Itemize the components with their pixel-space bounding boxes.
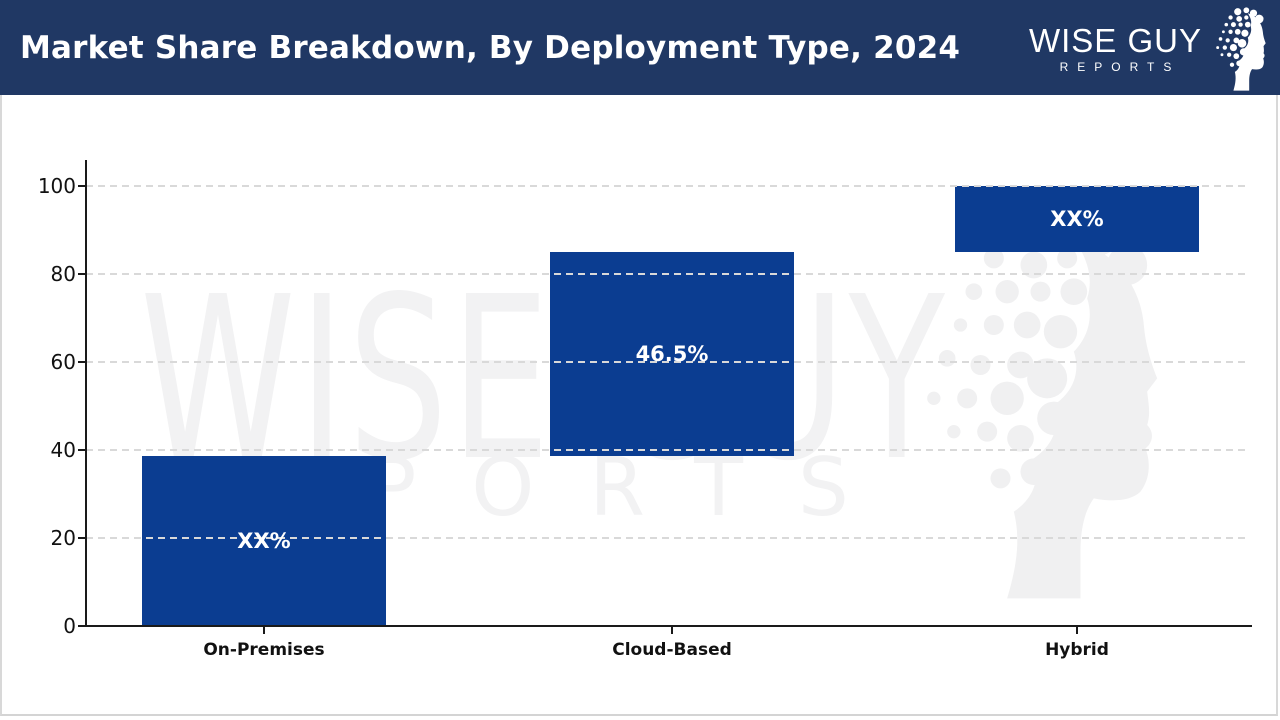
y-tick-mark-40 (78, 448, 85, 451)
logo-wordmark: WISE GUY (1028, 21, 1202, 59)
y-tick-label-0: 0 (63, 613, 76, 638)
y-tick-label-80: 80 (50, 261, 76, 286)
y-tick-mark-60 (78, 360, 85, 363)
gridline-40 (86, 448, 1245, 451)
title-header-bar: Market Share Breakdown, By Deployment Ty… (0, 0, 1280, 95)
bar-value-label: XX% (1050, 206, 1104, 231)
x-category-label: Cloud-Based (612, 640, 732, 660)
watermark-wordmark: WISE GUY (140, 249, 948, 511)
x-tick-mark-2 (1076, 627, 1078, 634)
y-tick-mark-80 (78, 272, 85, 275)
watermark-dotted-head-icon (828, 205, 1173, 605)
dotted-head-profile-icon (1196, 6, 1268, 92)
y-tick-label-20: 20 (50, 525, 76, 550)
logo-reports-text: REPORTS (1059, 60, 1181, 75)
wise-guy-reports-logo: WISE GUY REPORTS (1029, 6, 1268, 92)
y-tick-mark-100 (78, 184, 85, 187)
x-category-label: On-Premises (203, 640, 325, 660)
x-category-label: Hybrid (1045, 640, 1109, 660)
gridline-100 (86, 184, 1245, 187)
bar-hybrid (955, 185, 1199, 252)
gridline-20 (86, 536, 1245, 539)
bar-value-label: 46.5% (635, 341, 709, 366)
x-axis-spine (85, 625, 1252, 627)
y-tick-mark-0 (78, 624, 85, 627)
bar-value-label: XX% (237, 528, 291, 553)
y-tick-mark-20 (78, 536, 85, 539)
y-tick-label-40: 40 (50, 437, 76, 462)
logo-text: WISE GUY REPORTS (1028, 21, 1202, 75)
gridline-60 (86, 360, 1245, 363)
bar-cloud-based (550, 251, 794, 457)
y-axis-spine (85, 160, 87, 627)
bar-on-premises (142, 456, 386, 626)
chart-title: Market Share Breakdown, By Deployment Ty… (20, 29, 961, 66)
x-tick-mark-1 (671, 627, 673, 634)
x-tick-mark-0 (263, 627, 265, 634)
y-tick-label-100: 100 (37, 173, 76, 198)
gridline-80 (86, 272, 1245, 275)
y-tick-label-60: 60 (50, 349, 76, 374)
